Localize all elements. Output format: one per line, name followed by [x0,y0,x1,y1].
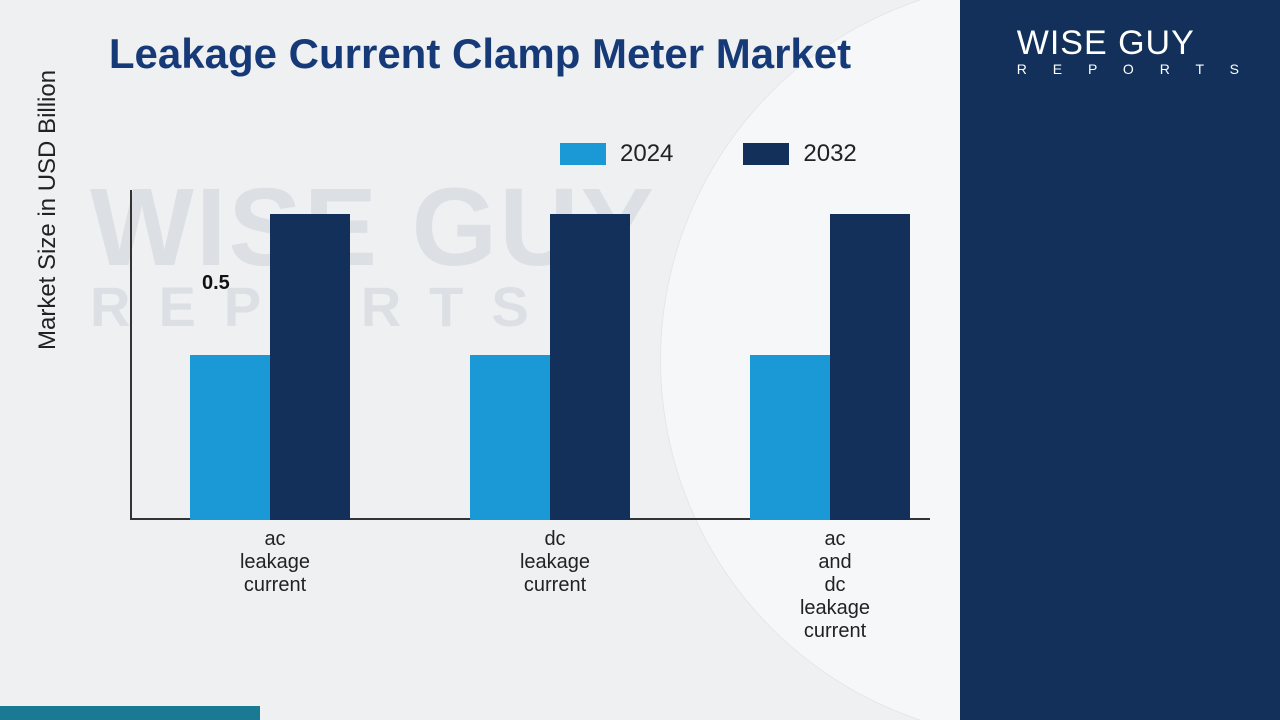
legend-swatch-2032 [743,143,789,165]
y-axis-label: Market Size in USD Billion [34,70,62,350]
category-label: acanddcleakagecurrent [800,528,870,643]
bar-2024 [470,355,550,520]
category-label: acleakagecurrent [240,528,310,597]
bar-2032 [270,214,350,520]
category-label: dcleakagecurrent [520,528,590,597]
y-tick-label: 0.5 [202,272,230,295]
infographic-canvas: WISE GUY REPORTS WISE GUY R E P O R T S … [0,0,1280,720]
legend-label-2024: 2024 [620,140,673,168]
legend-item-2032: 2032 [743,140,856,168]
bar-2032 [830,214,910,520]
legend-label-2032: 2032 [803,140,856,168]
bar-2024 [190,355,270,520]
logo-sub: R E P O R T S [1017,61,1250,77]
right-panel [960,0,1280,720]
y-axis-line [130,190,132,520]
logo-line: WISE GUY [1017,24,1250,63]
brand-logo: WISE GUY R E P O R T S [1017,24,1250,77]
bar-2024 [750,355,830,520]
bar-2032 [550,214,630,520]
plot-area: 0.5 acleakagecurrentdcleakagecurrentacan… [130,190,930,520]
legend-item-2024: 2024 [560,140,673,168]
bottom-accent-bar [0,706,260,720]
legend-swatch-2024 [560,143,606,165]
legend: 2024 2032 [560,140,857,168]
chart-title: Leakage Current Clamp Meter Market [0,30,960,78]
